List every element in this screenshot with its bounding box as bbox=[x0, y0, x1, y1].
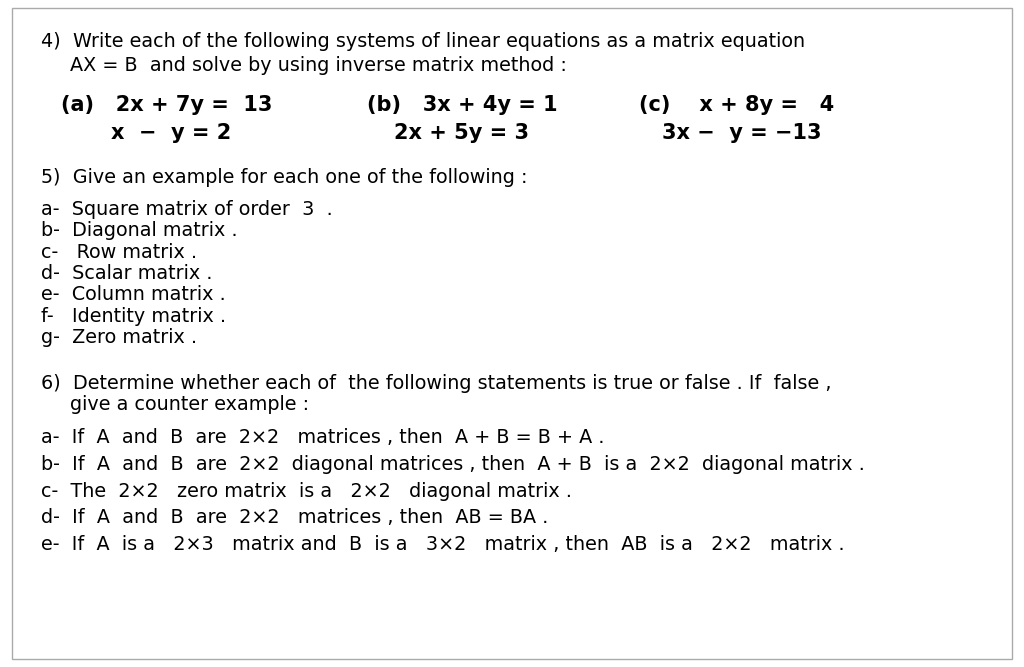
Text: a-  Square matrix of order  3  .: a- Square matrix of order 3 . bbox=[41, 200, 333, 219]
Text: f-   Identity matrix .: f- Identity matrix . bbox=[41, 307, 226, 325]
Text: 2x + 5y = 3: 2x + 5y = 3 bbox=[394, 123, 529, 143]
Text: b-  Diagonal matrix .: b- Diagonal matrix . bbox=[41, 221, 238, 240]
Text: (b)   3x + 4y = 1: (b) 3x + 4y = 1 bbox=[367, 95, 557, 115]
Text: x  −  y = 2: x − y = 2 bbox=[111, 123, 230, 143]
Text: 5)  Give an example for each one of the following :: 5) Give an example for each one of the f… bbox=[41, 168, 527, 187]
Text: 4)  Write each of the following systems of linear equations as a matrix equation: 4) Write each of the following systems o… bbox=[41, 32, 805, 51]
Text: c-   Row matrix .: c- Row matrix . bbox=[41, 243, 197, 261]
Text: e-  Column matrix .: e- Column matrix . bbox=[41, 285, 225, 304]
Text: g-  Zero matrix .: g- Zero matrix . bbox=[41, 328, 197, 347]
Text: e-  If  A  is a   2×3   matrix and  B  is a   3×2   matrix , then  AB  is a   2×: e- If A is a 2×3 matrix and B is a 3×2 m… bbox=[41, 535, 845, 554]
Text: 6)  Determine whether each of  the following statements is true or false . If  f: 6) Determine whether each of the followi… bbox=[41, 374, 831, 392]
Text: give a counter example :: give a counter example : bbox=[70, 395, 309, 414]
Text: a-  If  A  and  B  are  2×2   matrices , then  A + B = B + A .: a- If A and B are 2×2 matrices , then A … bbox=[41, 428, 604, 447]
Text: (a)   2x + 7y =  13: (a) 2x + 7y = 13 bbox=[61, 95, 272, 115]
Text: b-  If  A  and  B  are  2×2  diagonal matrices , then  A + B  is a  2×2  diagona: b- If A and B are 2×2 diagonal matrices … bbox=[41, 455, 865, 474]
Text: d-  Scalar matrix .: d- Scalar matrix . bbox=[41, 264, 212, 283]
Text: (c)    x + 8y =   4: (c) x + 8y = 4 bbox=[639, 95, 835, 115]
Text: 3x −  y = −13: 3x − y = −13 bbox=[662, 123, 821, 143]
Text: AX = B  and solve by using inverse matrix method :: AX = B and solve by using inverse matrix… bbox=[70, 56, 566, 75]
Text: c-  The  2×2   zero matrix  is a   2×2   diagonal matrix .: c- The 2×2 zero matrix is a 2×2 diagonal… bbox=[41, 482, 572, 500]
Text: d-  If  A  and  B  are  2×2   matrices , then  AB = BA .: d- If A and B are 2×2 matrices , then AB… bbox=[41, 508, 548, 527]
